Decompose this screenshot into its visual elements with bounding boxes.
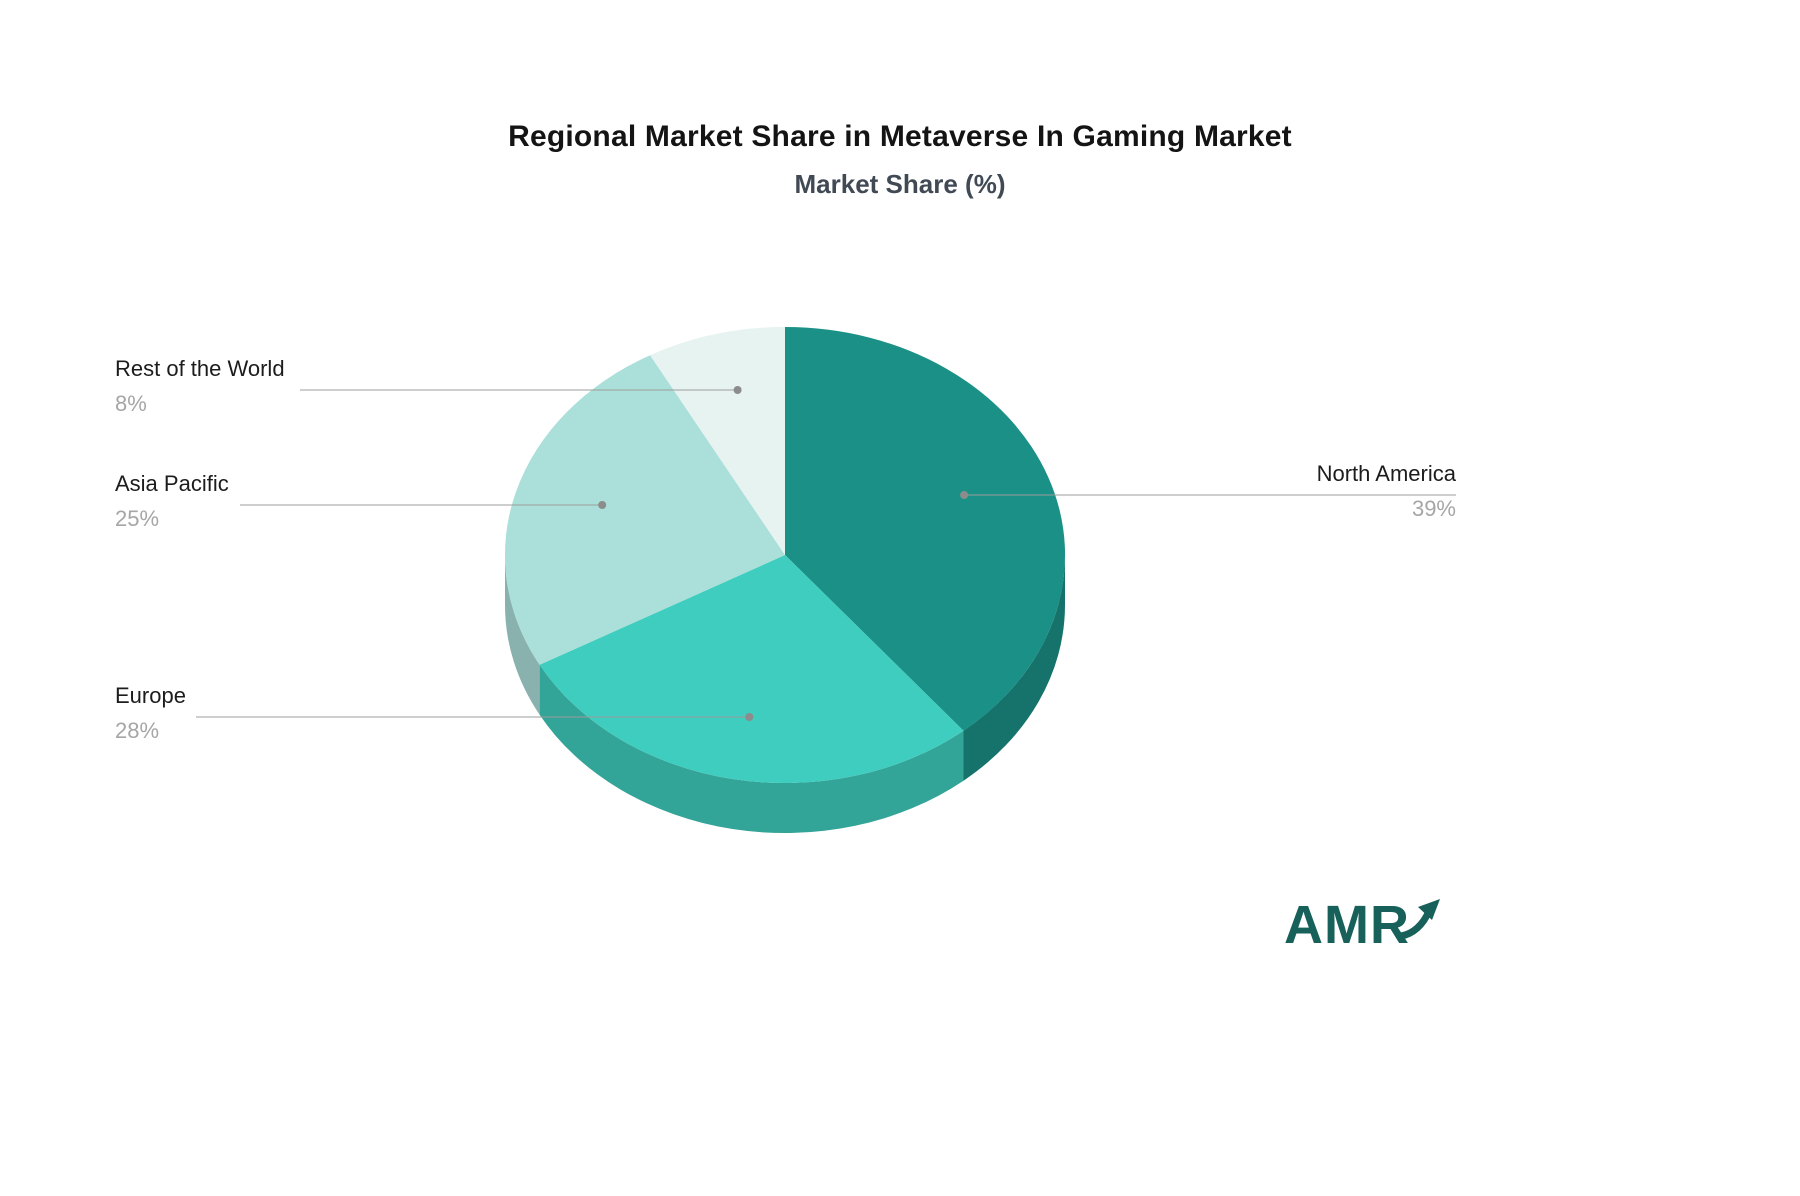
callout-asia-pacific: Asia Pacific 25% [115,471,229,531]
callout-label: Europe [115,683,186,708]
callout-value: 39% [1411,496,1456,521]
callout-europe: Europe 28% [115,683,186,743]
callout-label: Rest of the World [115,356,285,381]
chart-subtitle: Market Share (%) [794,169,1006,199]
callout-label: North America [1316,461,1456,486]
callout-value: 25% [115,506,160,531]
chart-title: Regional Market Share in Metaverse In Ga… [508,120,1292,153]
leader-dot-europe [745,713,754,721]
pie-slice-rest-of-the-world [650,327,785,555]
amr-logo: AMR [1284,898,1442,952]
pie-slice-north-america [785,327,1066,731]
amr-logo-text: AMR [1284,895,1410,955]
leader-dot-north-america [960,491,969,499]
callout-value: 28% [115,718,160,743]
leader-dot-asia-pacific [598,501,607,509]
pie-slice-side-north-america [963,555,1065,781]
pie-slice-asia-pacific [504,355,785,665]
trend-up-arrow-icon [1397,899,1440,940]
pie-slice-europe [539,555,964,784]
callout-north-america: North America 39% [1317,461,1456,521]
callout-label: Asia Pacific [115,471,229,496]
pie-slice-side-europe [539,664,964,834]
callout-value: 8% [115,391,147,416]
callout-rest-of-the-world: Rest of the World 8% [115,356,285,416]
pie-slice-side-asia-pacific [505,555,540,715]
leader-dot-rest-of-the-world [733,386,742,394]
